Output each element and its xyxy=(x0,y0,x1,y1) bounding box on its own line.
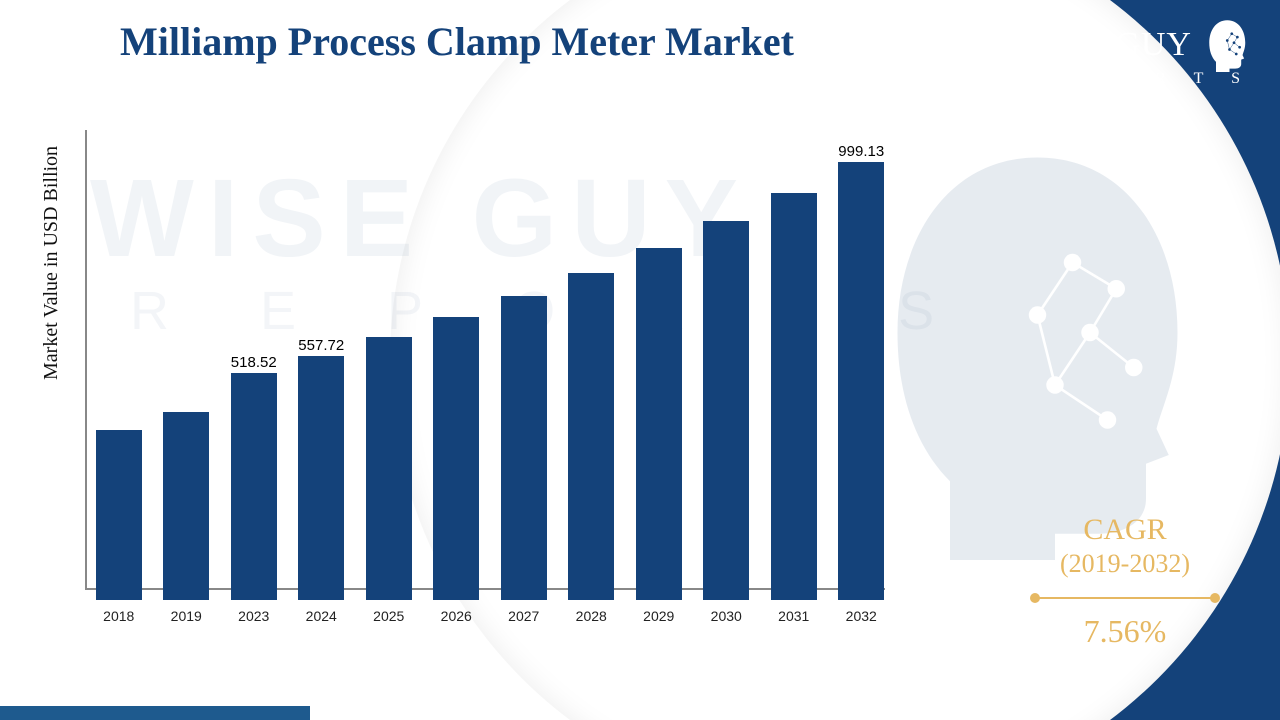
x-tick-label: 2031 xyxy=(778,608,809,624)
x-tick-label: 2024 xyxy=(306,608,337,624)
x-tick-label: 2029 xyxy=(643,608,674,624)
bar xyxy=(838,162,884,600)
bar-wrap: 2025 xyxy=(365,130,413,600)
bar-wrap: 2031 xyxy=(770,130,818,600)
bar-wrap: 999.132032 xyxy=(838,130,886,600)
bar-value-label: 518.52 xyxy=(231,354,277,371)
bar-wrap: 2028 xyxy=(568,130,616,600)
bar-wrap: 518.522023 xyxy=(230,130,278,600)
bar-wrap: 2030 xyxy=(703,130,751,600)
bar-wrap: 2018 xyxy=(95,130,143,600)
bar-wrap: 2029 xyxy=(635,130,683,600)
cagr-title: CAGR xyxy=(1010,513,1240,547)
y-axis-label: Market Value in USD Billion xyxy=(40,146,63,380)
x-tick-label: 2026 xyxy=(441,608,472,624)
x-tick-label: 2023 xyxy=(238,608,269,624)
bar-value-label: 999.13 xyxy=(838,143,884,160)
bar xyxy=(433,317,479,600)
x-tick-label: 2028 xyxy=(576,608,607,624)
page-root: WISE GUY R E P O R T S Milliamp Process … xyxy=(0,0,1280,720)
bar xyxy=(231,373,277,600)
x-tick-label: 2027 xyxy=(508,608,539,624)
x-tick-label: 2018 xyxy=(103,608,134,624)
bar xyxy=(298,356,344,600)
logo-main-text: WISE GUY xyxy=(1019,26,1192,64)
bottom-accent-bar xyxy=(0,706,310,720)
chart-title: Milliamp Process Clamp Meter Market xyxy=(120,18,794,65)
bar xyxy=(771,193,817,600)
bar xyxy=(501,296,547,600)
logo: WISE GUY xyxy=(1003,18,1252,88)
cagr-divider xyxy=(1035,597,1215,599)
bar xyxy=(636,248,682,600)
logo-head-icon xyxy=(1198,18,1252,72)
bar xyxy=(366,337,412,600)
bar xyxy=(163,412,209,600)
cagr-value: 7.56% xyxy=(1010,613,1240,650)
bar-wrap: 2026 xyxy=(433,130,481,600)
bar-wrap: 2019 xyxy=(163,130,211,600)
bar-wrap: 557.722024 xyxy=(298,130,346,600)
logo-main-row: WISE GUY xyxy=(1003,18,1252,72)
x-tick-label: 2019 xyxy=(171,608,202,624)
bar xyxy=(703,221,749,600)
x-tick-label: 2030 xyxy=(711,608,742,624)
logo-sub-text: R E P O R T S xyxy=(1003,70,1252,88)
bar-wrap: 2027 xyxy=(500,130,548,600)
bar xyxy=(568,273,614,600)
cagr-years: (2019-2032) xyxy=(1010,549,1240,579)
bar-value-label: 557.72 xyxy=(298,337,344,354)
x-tick-label: 2025 xyxy=(373,608,404,624)
cagr-block: CAGR (2019-2032) 7.56% xyxy=(1010,513,1240,650)
chart-area: 2018 2019 518.522023 557.722024 2025 2026 2027… xyxy=(85,130,885,600)
bars-container: 2018 2019 518.522023 557.722024 2025 2026 2027… xyxy=(85,130,885,600)
x-tick-label: 2032 xyxy=(846,608,877,624)
bar xyxy=(96,430,142,600)
